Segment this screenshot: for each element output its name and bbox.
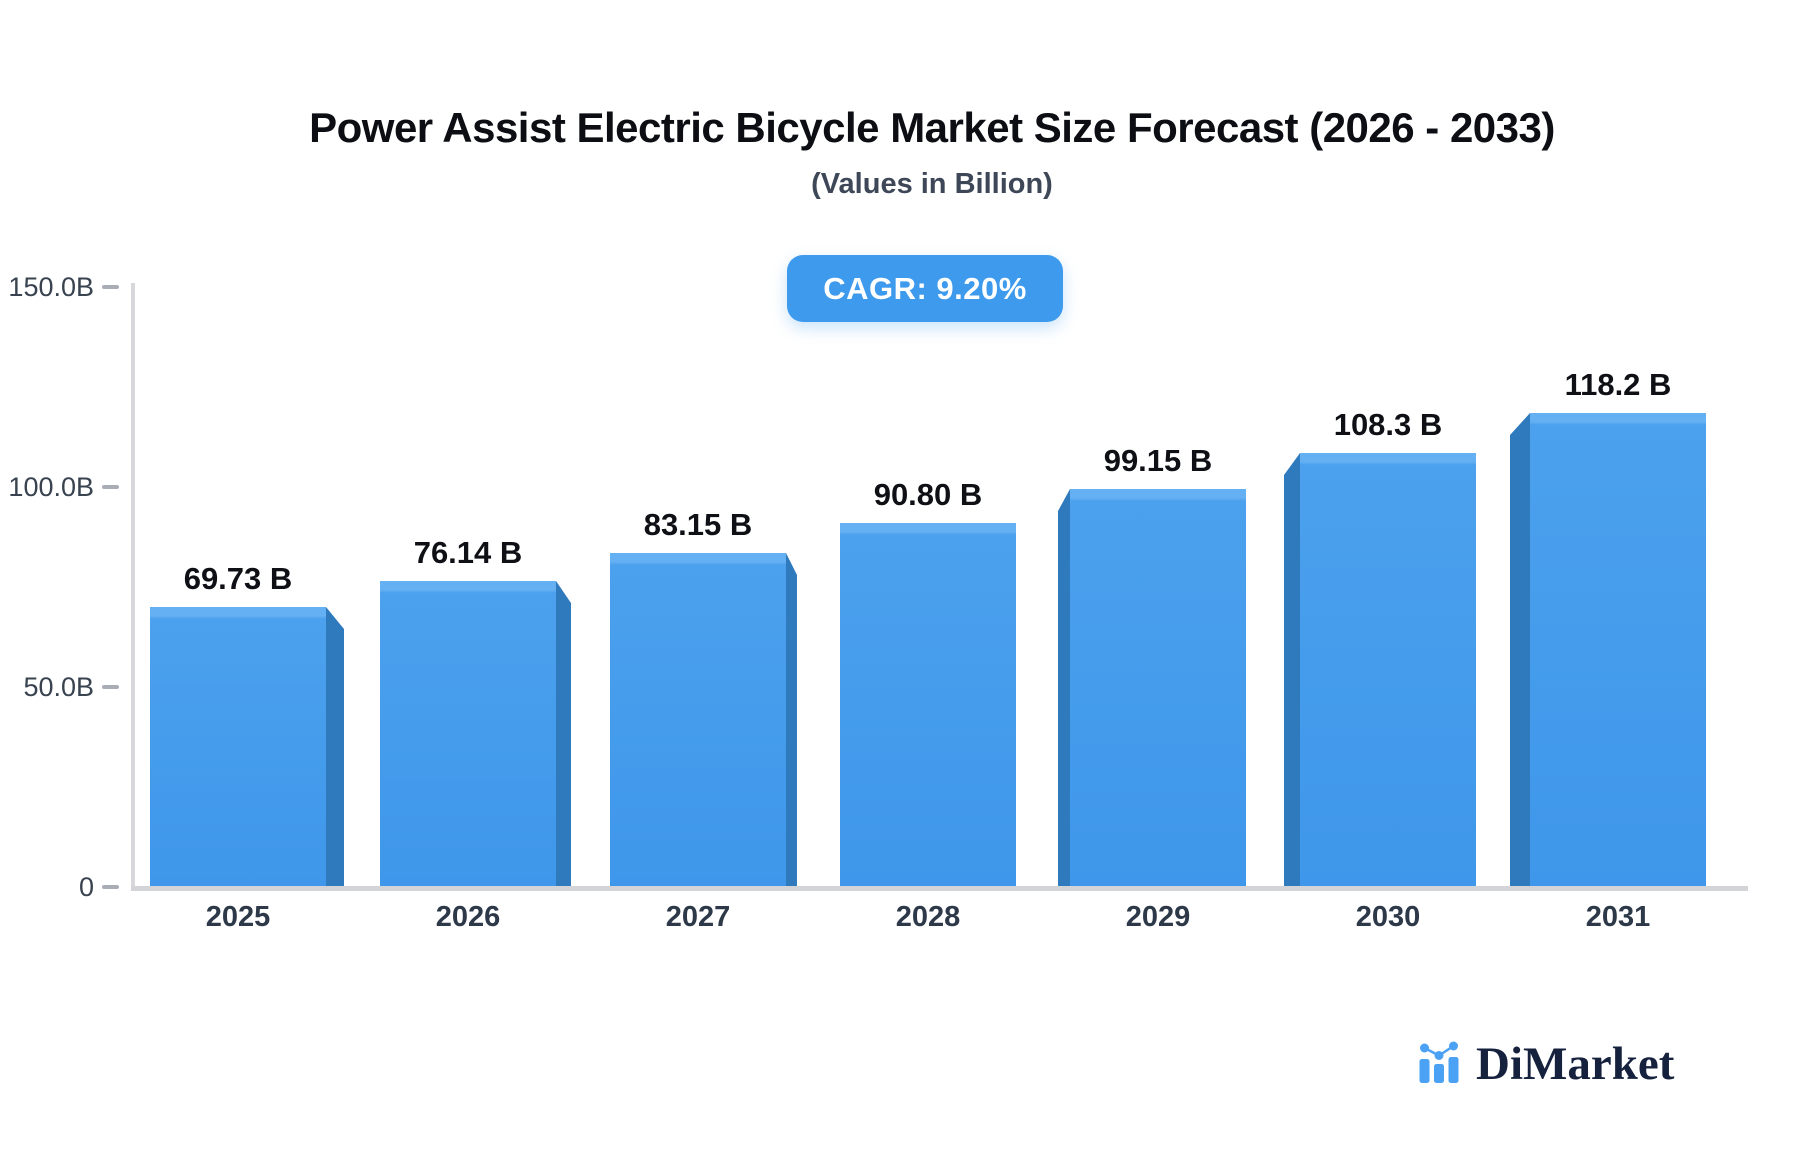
bar-face — [1530, 413, 1706, 886]
chart-title: Power Assist Electric Bicycle Market Siz… — [309, 104, 1555, 151]
bar-side-face — [1058, 489, 1070, 886]
bar-value-label: 90.80 B — [873, 477, 983, 512]
bar-value-label: 108.3 B — [1333, 407, 1443, 442]
x-axis-label: 2027 — [665, 901, 731, 933]
bar-side-face — [326, 607, 344, 886]
y-tick-label: 100.0B — [8, 472, 94, 502]
bar-face — [610, 553, 786, 886]
x-axis-label: 2026 — [435, 901, 501, 933]
y-tick-mark — [102, 685, 119, 689]
bar-value-label: 83.15 B — [643, 507, 753, 542]
x-axis-label: 2028 — [895, 901, 961, 933]
bar-face — [1300, 453, 1476, 886]
cagr-badge-label: CAGR: 9.20% — [823, 270, 1027, 306]
dimarket-logo-icon — [1419, 1041, 1459, 1083]
bar-face — [1070, 489, 1246, 886]
brand-name: DiMarket — [1476, 1038, 1675, 1090]
bar-column: 69.73 B — [150, 561, 344, 886]
bar-value-label: 76.14 B — [413, 535, 523, 570]
y-tick-label: 50.0B — [23, 672, 94, 702]
bar-side-face — [786, 553, 797, 886]
bar-face — [380, 581, 556, 886]
bar-column: 108.3 B — [1284, 407, 1476, 886]
bar-value-label: 99.15 B — [1103, 443, 1213, 478]
bar-face — [840, 523, 1016, 886]
x-axis-label: 2031 — [1585, 901, 1651, 933]
bar-column: 76.14 B — [380, 535, 571, 886]
y-tick-mark — [102, 485, 119, 489]
x-axis-label: 2030 — [1355, 901, 1421, 933]
y-tick-label: 150.0B — [8, 272, 94, 302]
brand-logo: DiMarket — [1418, 1038, 1674, 1090]
bar-face — [150, 607, 326, 886]
bar-side-face — [1284, 453, 1300, 886]
y-tick-mark — [102, 285, 119, 289]
x-axis-label: 2025 — [205, 901, 271, 933]
cagr-badge: CAGR: 9.20% — [787, 255, 1063, 322]
chart-subtitle: (Values in Billion) — [811, 168, 1053, 200]
bar-column: 118.2 B — [1510, 367, 1706, 886]
y-axis-line — [131, 283, 135, 891]
x-axis-line — [131, 886, 1748, 891]
bar-value-label: 69.73 B — [183, 561, 293, 596]
bar-side-face — [556, 581, 571, 886]
bar-value-label: 118.2 B — [1564, 367, 1672, 402]
bar-column: 99.15 B — [1058, 443, 1246, 886]
bar-side-face — [1510, 413, 1530, 886]
bar-column: 90.80 B — [840, 477, 1016, 886]
y-tick-label: 0 — [78, 872, 94, 902]
y-tick-mark — [102, 885, 119, 889]
bar-column: 83.15 B — [610, 507, 797, 886]
x-axis-label: 2029 — [1125, 901, 1191, 933]
